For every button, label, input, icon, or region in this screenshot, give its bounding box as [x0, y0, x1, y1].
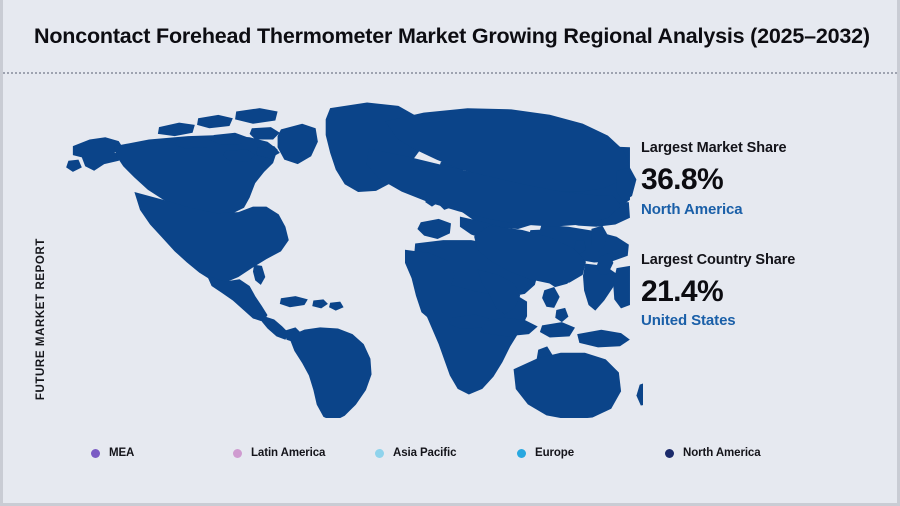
stat-value-market-share: 36.8% [641, 163, 724, 196]
asia-oceania-landmasses [366, 108, 643, 418]
legend-dot-icon-north-america [665, 448, 674, 458]
stat-block-country-share: Largest Country Share 21.4% United State… [641, 252, 881, 330]
stats-panel: Largest Market Share 36.8% North America… [641, 140, 881, 329]
page-title: Noncontact Forehead Thermometer Market G… [34, 23, 870, 48]
legend-item-mea: MEA [91, 447, 233, 459]
brand-vertical-label: FUTURE MARKET REPORT [35, 238, 47, 401]
legend-label-mea: MEA [109, 447, 135, 459]
stat-label-country-share: Largest Country Share [641, 251, 796, 268]
title-divider [3, 72, 897, 74]
stat-region-market-share: North America [641, 200, 743, 218]
legend-label-north-america: North America [683, 447, 761, 459]
stat-label-market-share: Largest Market Share [641, 140, 787, 156]
legend-label-latin-america: Latin America [251, 447, 326, 459]
legend-dot-icon-mea [91, 448, 100, 458]
world-map-east-overlay [303, 88, 643, 418]
legend-dot-icon-europe [517, 448, 526, 458]
legend-label-europe: Europe [535, 447, 575, 459]
title-bar: Noncontact Forehead Thermometer Market G… [3, 0, 897, 72]
legend-dot-icon-asia-pacific [375, 448, 384, 458]
legend-item-north-america: North America [665, 447, 761, 459]
stat-block-market-share: Largest Market Share 36.8% North America [641, 140, 881, 218]
legend-item-asia-pacific: Asia Pacific [375, 447, 517, 459]
legend-dot-icon-latin-america [233, 448, 242, 458]
legend-item-latin-america: Latin America [233, 447, 375, 459]
legend: MEA Latin America Asia Pacific Europe No… [91, 447, 851, 459]
legend-label-asia-pacific: Asia Pacific [393, 447, 457, 459]
legend-item-europe: Europe [517, 447, 665, 459]
stat-region-country-share: United States [641, 312, 736, 329]
stat-value-country-share: 21.4% [641, 274, 724, 308]
world-map-east-svg [366, 108, 643, 418]
